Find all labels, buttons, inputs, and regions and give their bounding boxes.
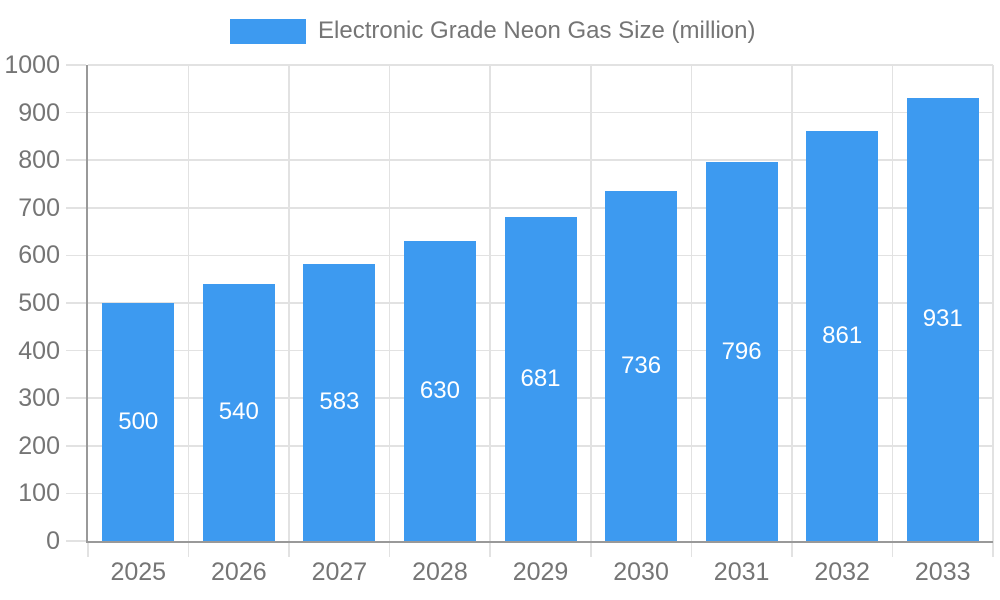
y-axis-label: 600 <box>18 241 60 270</box>
x-axis-tick <box>489 541 491 557</box>
x-axis-tick <box>590 541 592 557</box>
bar-value-label: 583 <box>319 388 360 416</box>
x-axis-tick <box>388 541 391 557</box>
y-axis-tick <box>66 540 86 542</box>
x-axis-line <box>86 541 993 543</box>
gridline-horizontal <box>88 64 993 66</box>
bar[interactable]: 500 <box>102 303 175 541</box>
legend-swatch <box>230 18 306 44</box>
y-axis-line <box>86 65 88 541</box>
y-axis-tick <box>66 492 86 495</box>
y-axis-tick <box>66 64 86 66</box>
gridline-vertical <box>791 65 793 541</box>
y-axis-label: 100 <box>18 479 60 508</box>
bar[interactable]: 931 <box>906 97 979 541</box>
bar-value-label: 681 <box>520 364 561 392</box>
x-axis-tick <box>992 541 994 557</box>
bar-value-label: 861 <box>822 322 863 350</box>
y-axis-label: 500 <box>18 289 60 317</box>
bar-value-label: 736 <box>621 351 662 379</box>
y-axis-label: 700 <box>18 193 60 222</box>
y-axis-label: 800 <box>18 146 60 175</box>
gridline-vertical <box>891 65 894 541</box>
x-axis-label: 2032 <box>814 558 870 586</box>
y-axis-tick <box>66 159 86 161</box>
bar-value-label: 931 <box>922 305 963 333</box>
gridline-horizontal <box>88 207 993 209</box>
x-axis-label: 2029 <box>512 558 569 586</box>
x-axis-tick <box>891 541 894 557</box>
bar-value-label: 540 <box>218 398 259 426</box>
bar[interactable]: 736 <box>605 190 678 541</box>
y-axis-tick <box>66 349 86 352</box>
bar[interactable]: 796 <box>705 162 778 541</box>
x-axis-label: 2031 <box>713 558 770 586</box>
y-axis-label: 400 <box>18 336 60 365</box>
y-axis-label: 0 <box>46 527 60 555</box>
x-axis-label: 2030 <box>613 558 669 586</box>
y-axis-tick <box>66 445 86 447</box>
gridline-vertical <box>187 65 190 541</box>
bar-value-label: 500 <box>118 408 159 435</box>
x-axis-label: 2027 <box>311 558 368 586</box>
y-axis-label: 300 <box>18 384 60 413</box>
bar-value-label: 630 <box>419 377 460 405</box>
x-axis-tick <box>690 541 693 557</box>
y-axis-label: 200 <box>18 431 60 460</box>
y-axis-tick <box>66 254 86 257</box>
gridline-vertical <box>992 65 994 541</box>
plot-area: 0 100 200 300 400 500 600 700 800 900 1000 2025 2026… <box>4 52 994 585</box>
gridline-vertical <box>489 65 491 541</box>
y-axis-tick <box>66 111 86 114</box>
gridline-horizontal <box>88 159 993 161</box>
x-axis-tick <box>187 541 190 557</box>
bar[interactable]: 630 <box>403 241 476 541</box>
x-axis-tick <box>87 541 89 557</box>
bar[interactable]: 861 <box>806 131 879 541</box>
gridline-vertical <box>388 65 391 541</box>
x-axis-label: 2025 <box>110 558 167 586</box>
x-axis-label: 2028 <box>412 558 468 586</box>
y-axis-tick <box>66 397 86 399</box>
y-axis-tick <box>66 302 86 304</box>
x-axis-tick <box>288 541 290 557</box>
bar-value-label: 796 <box>721 337 762 365</box>
bar[interactable]: 540 <box>202 283 275 541</box>
x-axis-label: 2033 <box>914 558 971 586</box>
bar[interactable]: 583 <box>303 263 376 541</box>
x-axis-tick <box>791 541 793 557</box>
y-axis-label: 900 <box>18 98 60 127</box>
gridline-vertical <box>590 65 592 541</box>
gridline-vertical <box>288 65 290 541</box>
x-axis-label: 2026 <box>211 558 267 586</box>
legend[interactable]: Electronic Grade Neon Gas Size (million) <box>230 17 756 45</box>
bar[interactable]: 681 <box>504 216 577 541</box>
y-axis-tick <box>66 207 86 209</box>
gridline-vertical <box>690 65 693 541</box>
y-axis-label: 1000 <box>4 51 60 79</box>
gridline-horizontal <box>88 111 993 114</box>
legend-label: Electronic Grade Neon Gas Size (million) <box>318 17 756 44</box>
